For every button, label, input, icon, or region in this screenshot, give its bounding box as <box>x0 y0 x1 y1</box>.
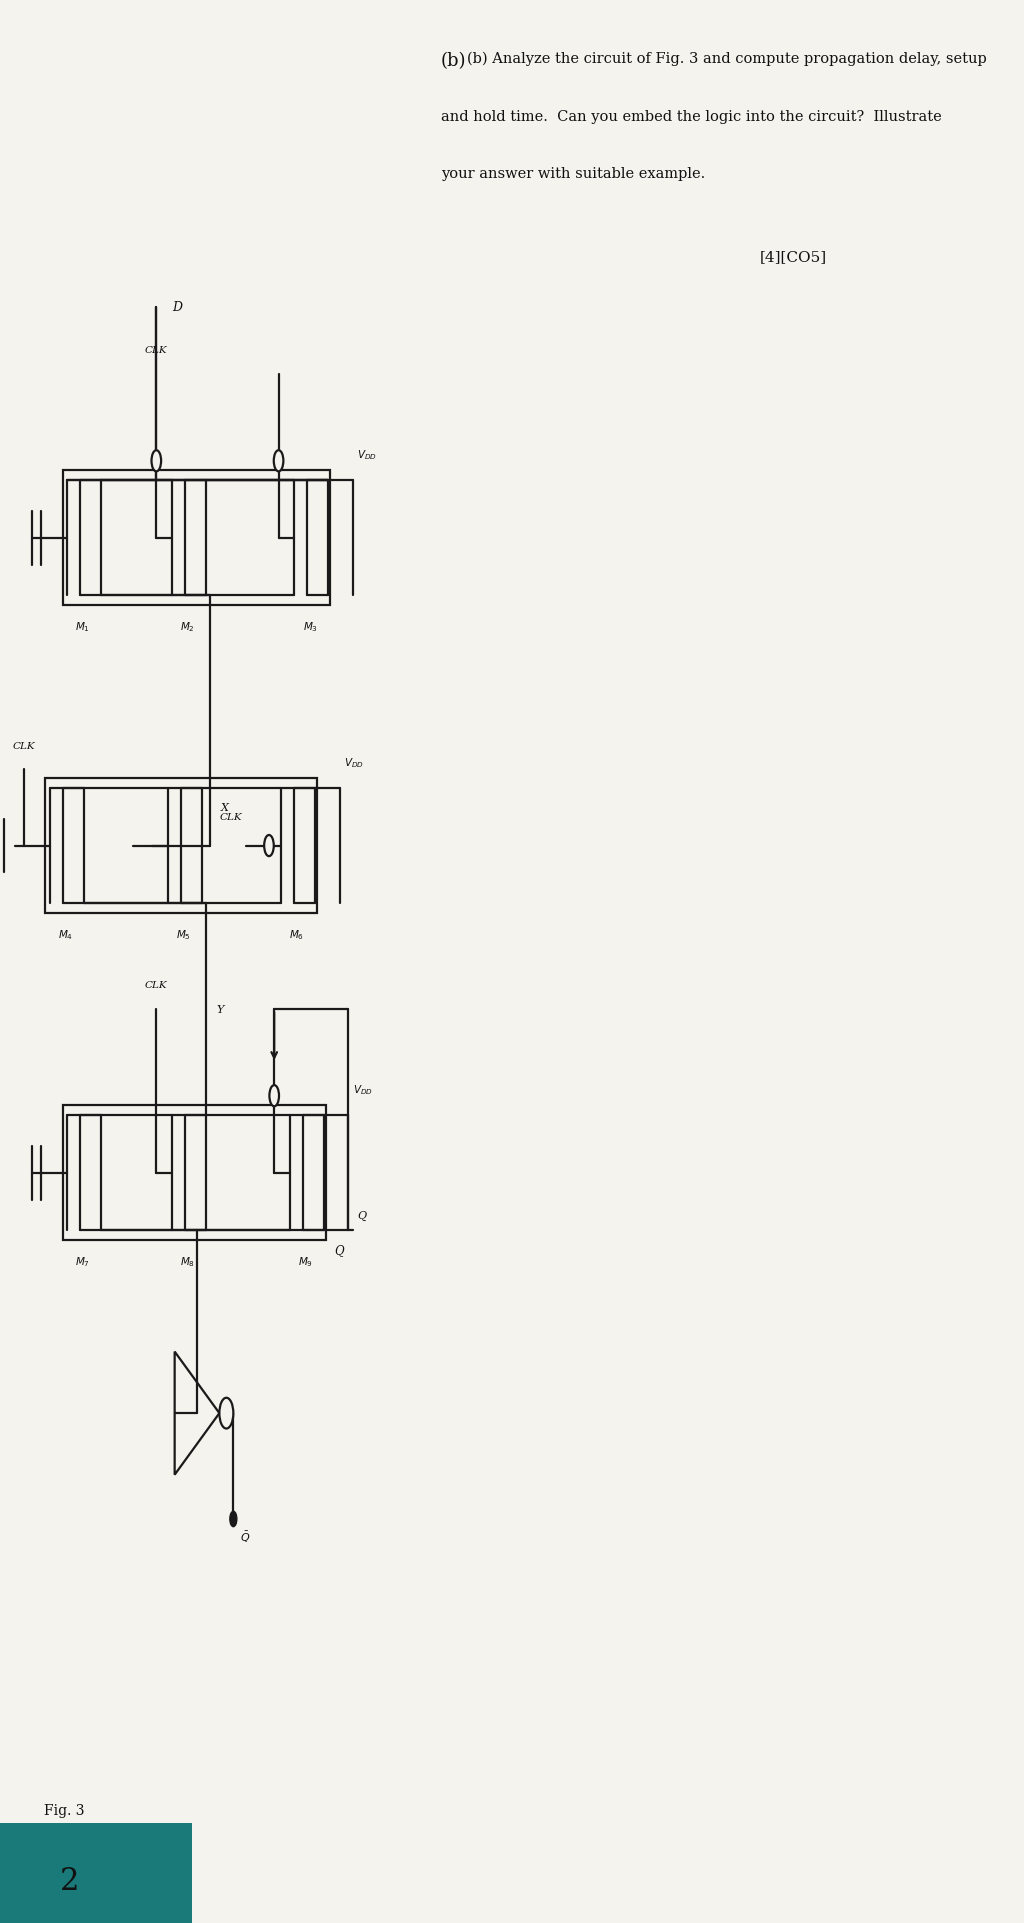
Circle shape <box>269 1085 279 1106</box>
Text: $M_8$: $M_8$ <box>180 1254 196 1269</box>
Text: $M_3$: $M_3$ <box>302 619 317 635</box>
Text: (b) Analyze the circuit of Fig. 3 and compute propagation delay, setup: (b) Analyze the circuit of Fig. 3 and co… <box>467 52 987 65</box>
Text: CLK: CLK <box>12 742 35 750</box>
Text: $M_4$: $M_4$ <box>58 927 73 942</box>
Text: $M_6$: $M_6$ <box>290 927 304 942</box>
Text: $V_{DD}$: $V_{DD}$ <box>344 756 364 769</box>
Circle shape <box>219 1398 233 1429</box>
Text: [4][CO5]: [4][CO5] <box>760 250 826 263</box>
Circle shape <box>273 452 284 473</box>
Bar <box>45 779 317 913</box>
Text: $M_7$: $M_7$ <box>76 1254 90 1269</box>
Text: $V_{DD}$: $V_{DD}$ <box>353 1083 373 1096</box>
Text: and hold time.  Can you embed the logic into the circuit?  Illustrate: and hold time. Can you embed the logic i… <box>441 110 942 123</box>
Text: Fig. 3: Fig. 3 <box>44 1804 84 1817</box>
Bar <box>0 1823 193 1923</box>
Text: CLK: CLK <box>145 981 168 988</box>
Bar <box>62 471 330 606</box>
Text: $M_1$: $M_1$ <box>76 619 90 635</box>
Text: CLK: CLK <box>219 813 242 821</box>
Text: CLK: CLK <box>145 346 168 354</box>
Text: $\bar{Q}$: $\bar{Q}$ <box>241 1529 251 1544</box>
Text: Q: Q <box>357 1210 367 1221</box>
Text: $V_{DD}$: $V_{DD}$ <box>357 448 377 462</box>
Circle shape <box>229 1511 237 1527</box>
Text: Q: Q <box>335 1244 344 1256</box>
Text: $M_5$: $M_5$ <box>176 927 190 942</box>
Text: D: D <box>172 302 182 313</box>
Text: your answer with suitable example.: your answer with suitable example. <box>441 167 706 181</box>
Text: (b): (b) <box>441 52 467 69</box>
Circle shape <box>152 452 161 473</box>
Text: X: X <box>221 802 228 813</box>
Circle shape <box>264 835 273 858</box>
Text: $M_2$: $M_2$ <box>180 619 196 635</box>
Bar <box>62 1106 326 1240</box>
Text: $M_9$: $M_9$ <box>298 1254 313 1269</box>
Text: 2: 2 <box>60 1865 80 1896</box>
Text: Y: Y <box>216 1004 224 1015</box>
